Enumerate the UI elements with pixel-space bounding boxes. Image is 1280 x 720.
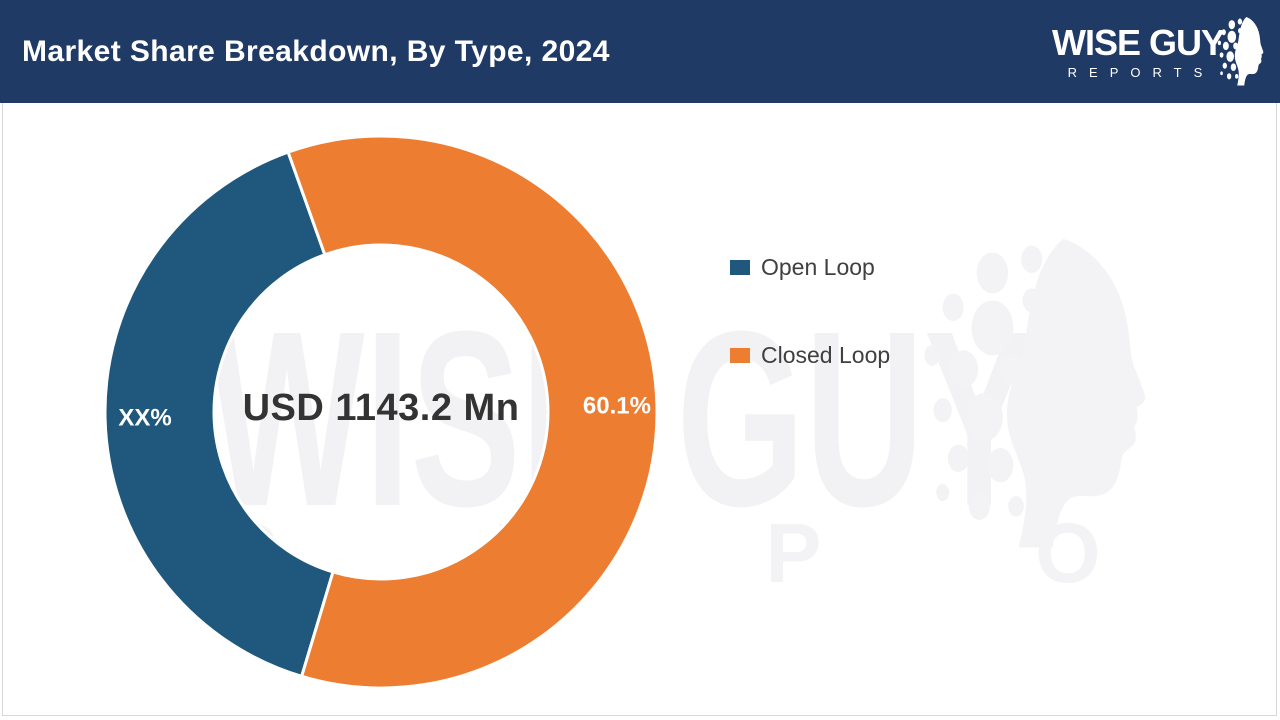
chart-legend: Open Loop Closed Loop: [730, 253, 891, 431]
header-bar: Market Share Breakdown, By Type, 2024 WI…: [0, 0, 1280, 103]
pie-slice-closed-loop[interactable]: [286, 134, 659, 690]
legend-swatch-closed-loop: [730, 347, 750, 363]
donut-chart: XX% 60.1% USD 1143.2 Mn: [103, 134, 659, 690]
legend-label-open-loop: Open Loop: [761, 253, 875, 280]
page-title: Market Share Breakdown, By Type, 2024: [22, 34, 610, 68]
wiseguy-face-icon: [1217, 17, 1264, 86]
wiseguy-logo: WISE GUY REPORTS: [1052, 8, 1268, 96]
legend-label-closed-loop: Closed Loop: [761, 341, 891, 368]
chart-card: WISE GUY R E P O R T S XX%60.1%USD 1143.…: [2, 103, 1277, 716]
legend-item-closed-loop[interactable]: Closed Loop: [730, 341, 891, 368]
slice-label-closed-loop: 60.1%: [583, 392, 651, 419]
legend-swatch-open-loop: [730, 259, 750, 275]
logo-tagline: REPORTS: [1067, 64, 1215, 80]
legend-item-open-loop[interactable]: Open Loop: [730, 253, 890, 280]
donut-center-value: USD 1143.2 Mn: [243, 387, 520, 429]
pie-slice-open-loop[interactable]: [103, 150, 335, 678]
slice-label-open-loop: XX%: [118, 405, 171, 432]
logo-wordmark: WISE GUY: [1051, 21, 1225, 63]
wiseguy-logo-text: WISE GUY REPORTS: [1051, 21, 1225, 80]
